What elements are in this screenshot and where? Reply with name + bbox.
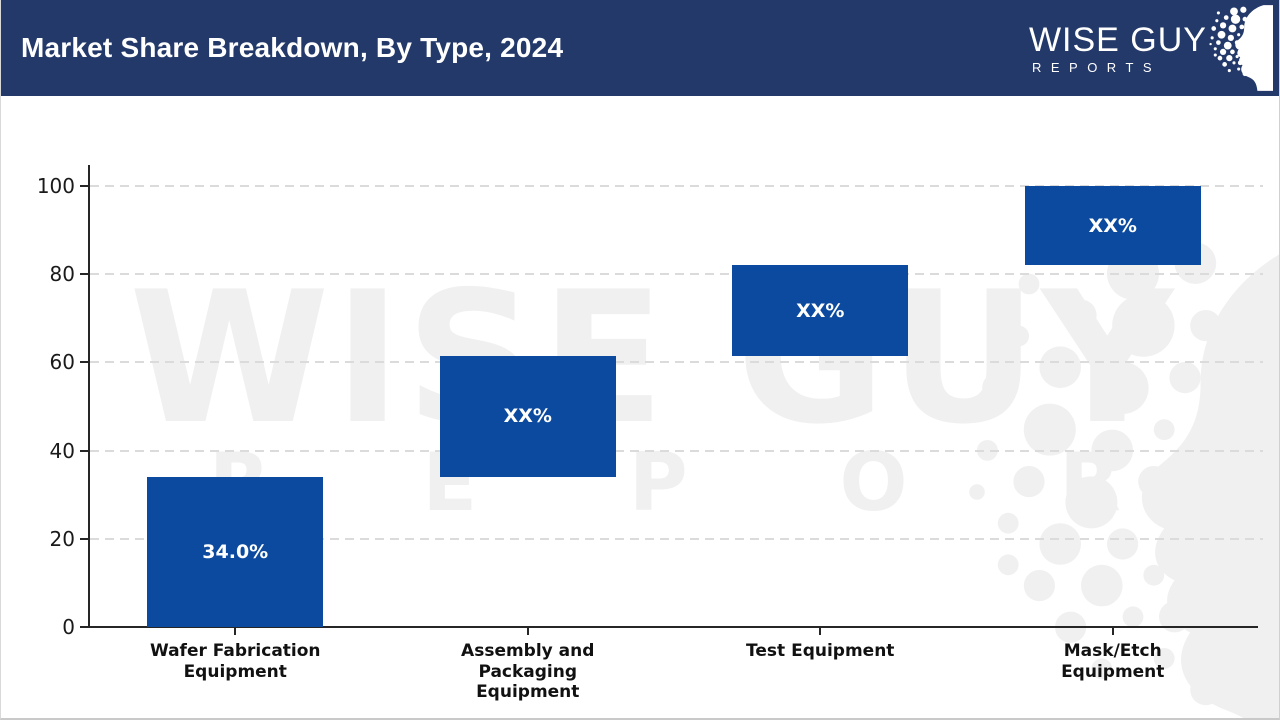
bar-value-label: 34.0%	[202, 541, 269, 564]
bar-mask-etch-equipment: XX%	[1024, 186, 1201, 266]
gridline-80	[90, 273, 1263, 276]
x-category-label-1: Wafer Fabrication Equipment	[149, 641, 321, 682]
bar-wafer-fabrication-equipment: 34.0%	[147, 477, 324, 627]
y-tick-mark-80	[80, 273, 88, 276]
y-tick-label-60: 60	[49, 350, 75, 375]
logo-wordmark: WISE GUY	[1028, 20, 1207, 59]
gridline-20	[90, 537, 1263, 540]
wiseguy-logo: WISE GUY REPORTS	[1029, 0, 1273, 96]
y-tick-mark-20	[80, 537, 88, 540]
bar-test-equipment: XX%	[732, 265, 909, 356]
y-axis-line	[88, 165, 90, 628]
page-title: Market Share Breakdown, By Type, 2024	[21, 32, 564, 63]
gridline-40	[90, 449, 1263, 452]
y-tick-mark-60	[80, 361, 88, 364]
y-tick-label-40: 40	[49, 438, 75, 463]
y-tick-mark-40	[80, 449, 88, 452]
bar-value-label: XX%	[1088, 214, 1137, 237]
y-tick-label-100: 100	[36, 174, 75, 198]
bar-assembly-and-packaging-equipment: XX%	[439, 355, 616, 478]
logo-text: WISE GUY REPORTS	[1029, 23, 1207, 74]
x-category-label-2: Assembly and Packaging Equipment	[461, 641, 595, 703]
gridline-60	[90, 361, 1263, 364]
x-tick-mark	[234, 628, 237, 635]
y-tick-mark-0	[80, 626, 88, 628]
y-tick-label-80: 80	[49, 262, 75, 287]
logo-head-icon	[1195, 5, 1273, 91]
bar-value-label: XX%	[503, 405, 552, 428]
bar-value-label: XX%	[796, 299, 845, 322]
y-tick-label-20: 20	[49, 526, 75, 551]
x-tick-mark	[819, 628, 822, 635]
x-tick-mark	[1111, 628, 1114, 635]
y-tick-mark-100	[80, 185, 88, 187]
x-axis-line	[88, 626, 1258, 628]
y-tick-label-0: 0	[62, 615, 75, 639]
gridline-100	[90, 185, 1263, 187]
x-category-label-4: Mask/Etch Equipment	[1061, 641, 1165, 682]
logo-subtext: REPORTS	[1031, 59, 1162, 75]
header-bar: Market Share Breakdown, By Type, 2024 WI…	[1, 0, 1279, 96]
x-category-label-3: Test Equipment	[746, 641, 895, 661]
x-tick-mark	[526, 628, 529, 635]
